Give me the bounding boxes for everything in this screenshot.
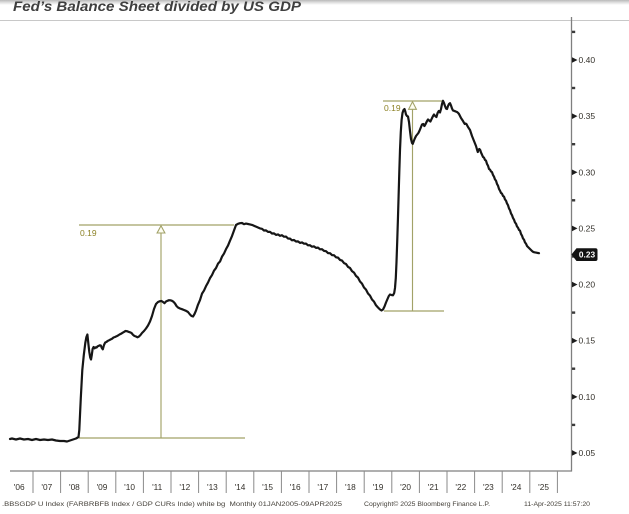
svg-text:.BBSGDP U Index (FARBRBFB Inde: .BBSGDP U Index (FARBRBFB Index / GDP CU… (2, 501, 342, 508)
svg-text:0.25: 0.25 (579, 223, 596, 233)
svg-text:'14: '14 (235, 482, 246, 492)
svg-text:'21: '21 (428, 482, 439, 492)
svg-text:'17: '17 (317, 482, 328, 492)
svg-text:0.20: 0.20 (579, 280, 596, 290)
svg-text:'25: '25 (538, 482, 549, 492)
svg-text:'15: '15 (262, 482, 273, 492)
svg-text:'24: '24 (511, 482, 522, 492)
svg-text:0.40: 0.40 (579, 55, 596, 65)
svg-text:0.10: 0.10 (579, 392, 596, 402)
svg-text:'22: '22 (455, 482, 466, 492)
svg-text:'19: '19 (373, 482, 384, 492)
svg-text:Copyright© 2025 Bloomberg Fina: Copyright© 2025 Bloomberg Finance L.P. (364, 500, 490, 508)
svg-text:0.19: 0.19 (80, 228, 97, 238)
svg-text:'10: '10 (124, 482, 135, 492)
svg-text:'13: '13 (207, 482, 218, 492)
svg-text:'06: '06 (14, 482, 25, 492)
svg-text:0.23: 0.23 (579, 250, 596, 260)
svg-text:'07: '07 (41, 482, 52, 492)
svg-text:0.35: 0.35 (579, 111, 596, 121)
svg-text:'18: '18 (345, 482, 356, 492)
svg-text:'09: '09 (97, 482, 108, 492)
svg-text:'16: '16 (290, 482, 301, 492)
svg-text:11-Apr-2025 11:57:20: 11-Apr-2025 11:57:20 (524, 501, 590, 508)
svg-text:'08: '08 (69, 482, 80, 492)
svg-text:0.30: 0.30 (579, 167, 596, 177)
svg-text:'11: '11 (152, 482, 163, 492)
svg-text:0.15: 0.15 (579, 336, 596, 346)
svg-text:'23: '23 (483, 482, 494, 492)
svg-text:0.05: 0.05 (579, 448, 596, 458)
svg-text:0.19: 0.19 (384, 103, 401, 113)
svg-text:Fed’s Balance Sheet divided by: Fed’s Balance Sheet divided by US GDP (13, 0, 302, 14)
svg-text:'12: '12 (179, 482, 190, 492)
svg-text:'20: '20 (400, 482, 411, 492)
